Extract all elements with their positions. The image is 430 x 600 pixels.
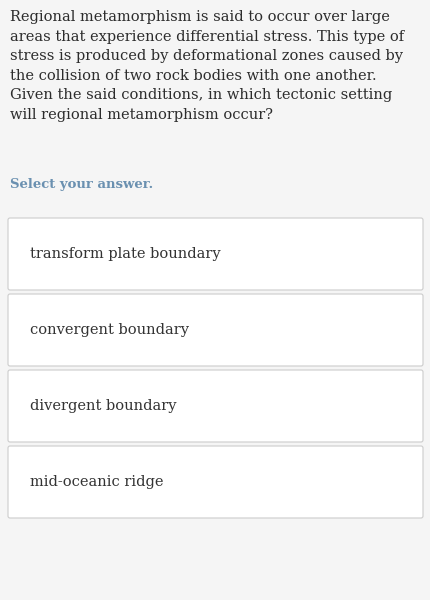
FancyBboxPatch shape (8, 370, 422, 442)
FancyBboxPatch shape (8, 218, 422, 290)
Text: convergent boundary: convergent boundary (30, 323, 189, 337)
FancyBboxPatch shape (8, 446, 422, 518)
Text: Select your answer.: Select your answer. (10, 178, 153, 191)
Text: transform plate boundary: transform plate boundary (30, 247, 220, 261)
Text: Regional metamorphism is said to occur over large
areas that experience differen: Regional metamorphism is said to occur o… (10, 10, 403, 121)
FancyBboxPatch shape (8, 294, 422, 366)
Text: divergent boundary: divergent boundary (30, 399, 176, 413)
Text: mid-oceanic ridge: mid-oceanic ridge (30, 475, 163, 489)
